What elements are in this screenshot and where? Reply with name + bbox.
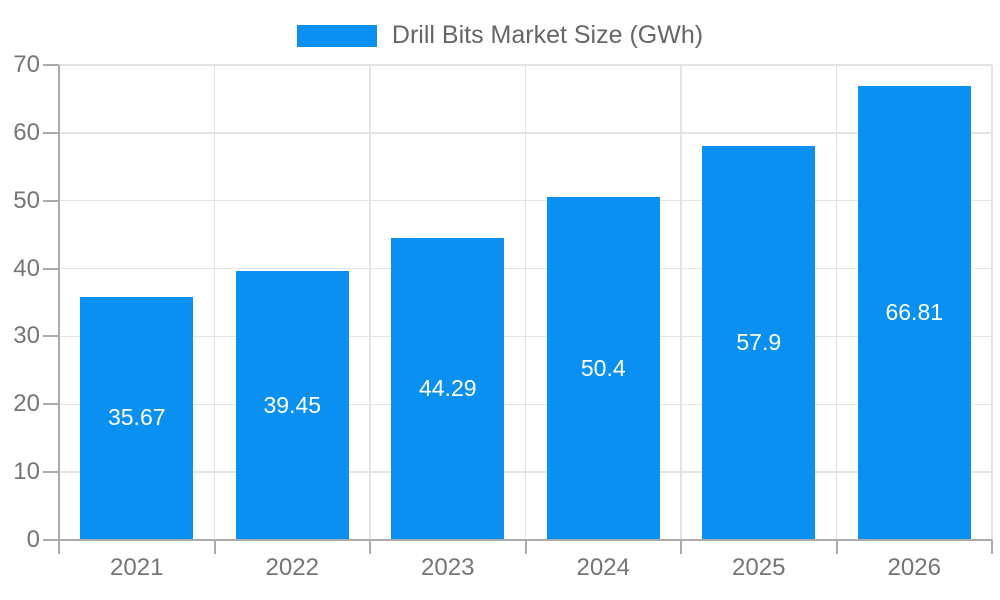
v-gridline xyxy=(680,65,682,540)
y-axis-tick xyxy=(43,267,59,270)
x-axis-line xyxy=(43,539,992,541)
x-axis-tick-label: 2023 xyxy=(421,554,475,581)
bar-2025: 57.9 xyxy=(702,146,816,539)
bar-2024: 50.4 xyxy=(546,197,660,539)
y-axis-tick xyxy=(43,199,59,202)
y-axis-tick xyxy=(43,335,59,338)
bar-value-label: 35.67 xyxy=(107,404,166,431)
bar-2026: 66.81 xyxy=(857,85,971,539)
v-gridline xyxy=(991,65,993,540)
x-axis-tick-label: 2021 xyxy=(110,554,164,581)
y-axis-tick xyxy=(43,471,59,474)
v-gridline xyxy=(835,65,838,540)
x-axis-tick xyxy=(369,540,371,554)
x-axis-tick-label: 2026 xyxy=(887,554,941,581)
bar-value-label: 50.4 xyxy=(580,354,626,381)
x-axis-tick xyxy=(835,540,838,554)
y-axis-line xyxy=(58,65,60,554)
y-axis-tick-label: 40 xyxy=(13,254,40,282)
y-axis-tick-label: 70 xyxy=(13,51,40,78)
legend-color-swatch xyxy=(296,24,377,47)
x-axis-tick-label: 2022 xyxy=(265,554,319,581)
y-axis-tick xyxy=(43,64,59,66)
bar-value-label: 57.9 xyxy=(736,329,782,356)
y-axis-tick-label: 10 xyxy=(13,458,40,486)
x-axis-tick-label: 2025 xyxy=(732,554,786,581)
x-axis-tick xyxy=(680,540,682,554)
x-axis-tick xyxy=(991,540,993,554)
y-axis-tick-label: 50 xyxy=(13,186,40,214)
y-axis-tick-label: 30 xyxy=(13,322,40,350)
v-gridline xyxy=(524,65,527,540)
bar-value-label: 44.29 xyxy=(418,375,477,402)
y-axis-tick xyxy=(43,403,59,406)
x-axis-tick xyxy=(524,540,527,554)
chart-legend[interactable]: Drill Bits Market Size (GWh) xyxy=(0,21,1000,50)
x-axis-tick-label: 2024 xyxy=(576,554,630,581)
v-gridline xyxy=(369,65,371,540)
y-axis-tick-label: 60 xyxy=(13,118,40,146)
bar-value-label: 39.45 xyxy=(263,391,322,418)
v-gridline xyxy=(213,65,216,540)
bar-2023: 44.29 xyxy=(391,238,505,539)
y-axis-tick-label: 0 xyxy=(26,526,40,553)
bar-2021: 35.67 xyxy=(80,296,194,539)
legend-label: Drill Bits Market Size (GWh) xyxy=(391,21,704,49)
x-axis-tick xyxy=(213,540,216,554)
bar-2022: 39.45 xyxy=(235,271,349,539)
y-axis-tick-label: 20 xyxy=(13,390,40,418)
y-axis-tick xyxy=(43,131,59,134)
bar-value-label: 66.81 xyxy=(885,298,944,325)
